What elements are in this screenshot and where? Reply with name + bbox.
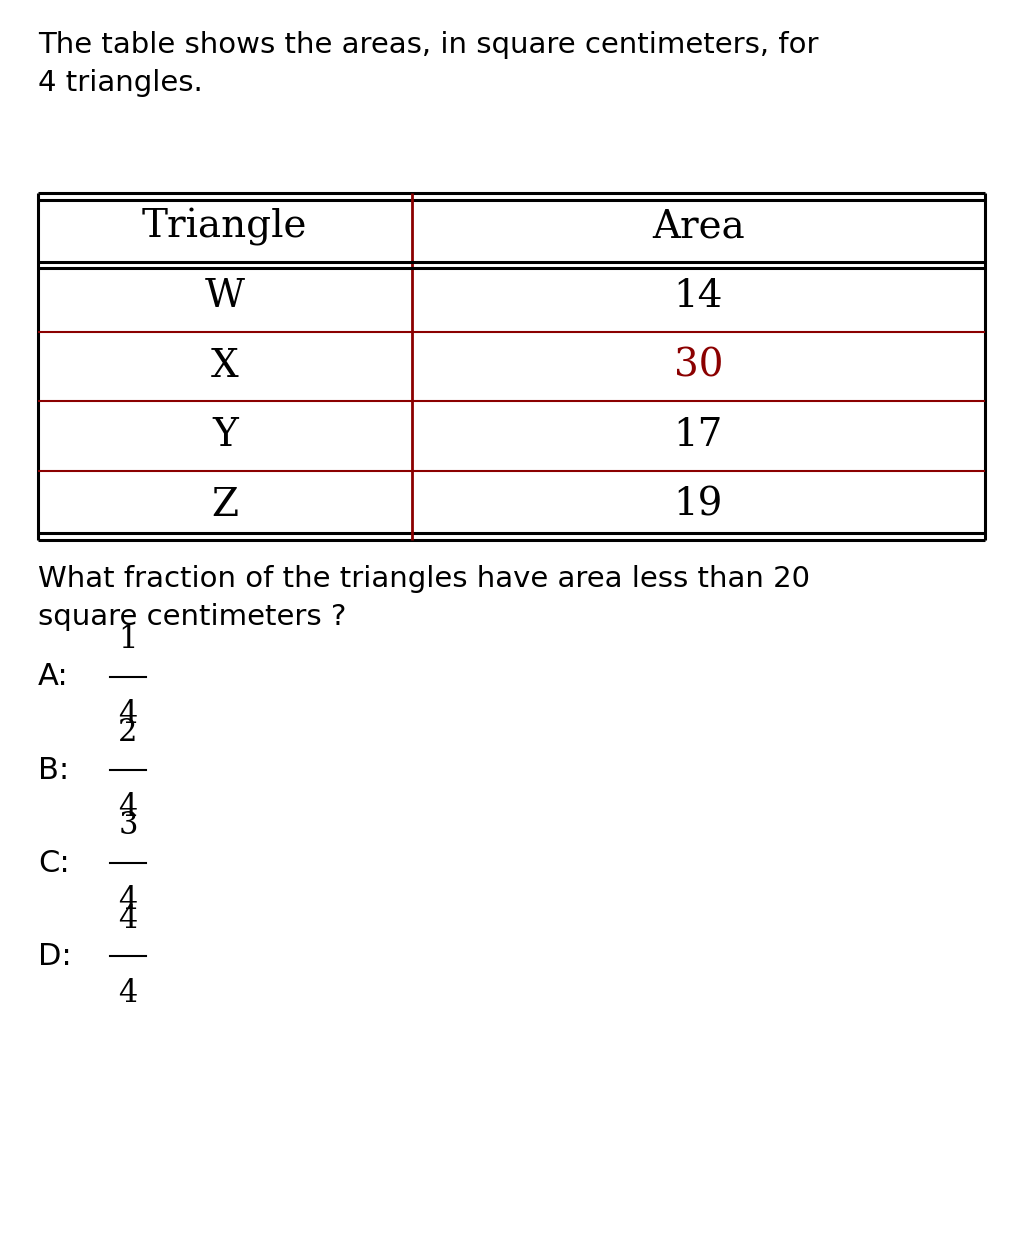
Text: 4: 4	[119, 979, 137, 1009]
Text: B:: B:	[38, 755, 69, 785]
Text: 14: 14	[674, 278, 723, 315]
Text: W: W	[205, 278, 245, 315]
Text: 30: 30	[674, 348, 723, 385]
Text: 4: 4	[119, 904, 137, 934]
Text: 1: 1	[118, 625, 138, 655]
Text: The table shows the areas, in square centimeters, for
4 triangles.: The table shows the areas, in square cen…	[38, 31, 818, 97]
Text: D:: D:	[38, 941, 72, 971]
Text: X: X	[211, 348, 239, 385]
Text: 17: 17	[674, 417, 723, 455]
Text: 2: 2	[118, 718, 138, 748]
Text: 19: 19	[674, 487, 723, 524]
Text: 4: 4	[119, 792, 137, 822]
Text: Y: Y	[212, 417, 238, 455]
Text: Area: Area	[652, 209, 744, 246]
Text: 4: 4	[119, 699, 137, 729]
Text: Z: Z	[211, 487, 239, 524]
Text: 3: 3	[118, 811, 138, 841]
Text: Triangle: Triangle	[142, 209, 307, 246]
Text: C:: C:	[38, 848, 70, 878]
Text: What fraction of the triangles have area less than 20
square centimeters ?: What fraction of the triangles have area…	[38, 565, 810, 631]
Text: A:: A:	[38, 662, 69, 692]
Text: 4: 4	[119, 886, 137, 915]
